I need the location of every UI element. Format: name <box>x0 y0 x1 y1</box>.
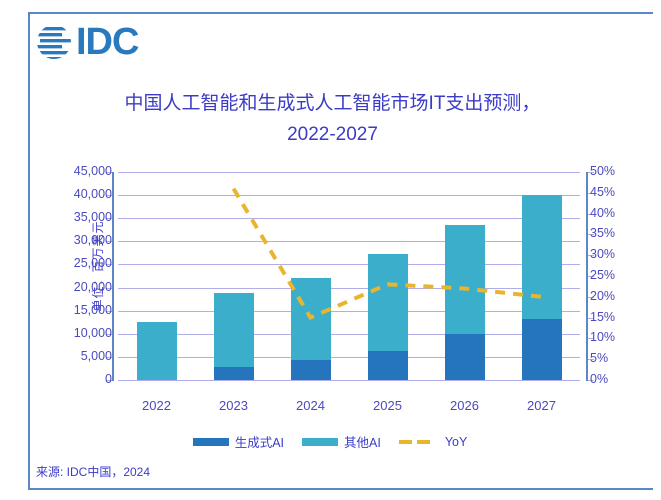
gridline <box>118 241 580 243</box>
bar-segment-generative-ai[interactable] <box>444 334 485 380</box>
y-tick-label-left: 10,000 <box>73 325 112 340</box>
y-tick-label-right: 5% <box>590 351 609 366</box>
y-tick-mark-right <box>588 317 594 319</box>
bar-2026[interactable] <box>444 225 485 380</box>
gridline <box>118 356 580 358</box>
legend-label: 其他AI <box>344 436 381 450</box>
x-tick-label-2027: 2027 <box>527 398 556 413</box>
y-tick-label-right: 15% <box>590 309 616 324</box>
y-tick-mark-left <box>106 195 112 197</box>
source-note: 来源: IDC中国，2024 <box>36 465 151 479</box>
bar-2024[interactable] <box>290 278 331 380</box>
bar-segment-other-ai[interactable] <box>521 195 562 319</box>
bar-2022[interactable] <box>136 322 177 380</box>
legend-item-3[interactable]: YoY <box>398 434 468 449</box>
gridline <box>118 264 580 266</box>
y-tick-mark-right <box>588 255 594 257</box>
y-tick-mark-right <box>588 172 594 173</box>
y-tick-mark-left <box>106 333 112 335</box>
y-tick-label-right: 30% <box>590 247 616 262</box>
yoy-line <box>231 187 542 321</box>
idc-globe-icon <box>34 22 74 62</box>
y-tick-mark-left <box>106 241 112 243</box>
x-tick-label-2024: 2024 <box>296 398 325 413</box>
y-tick-mark-right <box>588 276 594 277</box>
bar-segment-generative-ai[interactable] <box>367 350 408 380</box>
y-tick-label-left: 30,000 <box>73 233 112 248</box>
legend-item-1[interactable]: 生成式AI <box>192 432 284 451</box>
y-tick-label-left: 20,000 <box>73 279 112 294</box>
bar-segment-generative-ai[interactable] <box>290 359 331 380</box>
y-tick-label-left: 45,000 <box>73 164 112 178</box>
chart-legend: 生成式AI 其他AI YoY <box>30 432 630 451</box>
legend-item-2[interactable]: 其他AI <box>302 432 381 451</box>
bar-segment-other-ai[interactable] <box>367 253 408 351</box>
y-tick-label-right: 45% <box>590 184 616 199</box>
legend-label: 生成式AI <box>234 436 284 450</box>
chart-title-line1: 中国人工智能和生成式人工智能市场IT支出预测， <box>124 93 541 114</box>
gridline <box>118 195 580 197</box>
y-tick-mark-right <box>588 380 594 381</box>
y-tick-mark-right <box>588 192 594 194</box>
chart-title: 中国人工智能和生成式人工智能市场IT支出预测， 2022-2027 <box>60 88 605 150</box>
idc-logo: IDC <box>34 21 139 63</box>
y-tick-mark-right <box>588 338 594 340</box>
y-tick-mark-right <box>588 359 594 361</box>
idc-wordmark: IDC <box>76 21 139 63</box>
y-tick-label-right: 10% <box>590 330 616 345</box>
gridline <box>118 310 580 312</box>
y-tick-label-right: 40% <box>590 205 616 220</box>
y-tick-mark-left <box>106 264 112 266</box>
bar-segment-other-ai[interactable] <box>444 225 485 335</box>
y-tick-label-left: 25,000 <box>73 256 112 271</box>
y-tick-mark-left <box>106 287 112 289</box>
y-tick-label-left: 5,000 <box>80 348 112 363</box>
gridline <box>118 287 580 289</box>
gridline <box>118 218 580 220</box>
bar-2025[interactable] <box>367 253 408 380</box>
bar-2027[interactable] <box>521 195 562 380</box>
y-tick-mark-left <box>106 310 112 312</box>
chart-area: 单位：百万美元 45,000 40,000 35,000 30,000 25,000 20… <box>30 160 650 440</box>
slide-border-bottom <box>28 488 653 490</box>
chart-title-line2: 2022-2027 <box>287 124 378 145</box>
x-tick-label-2026: 2026 <box>450 398 479 413</box>
bar-segment-other-ai[interactable] <box>136 322 177 380</box>
y-tick-label-left: 35,000 <box>73 210 112 225</box>
gridline <box>118 333 580 335</box>
y-tick-label-right: 20% <box>590 288 616 303</box>
gridline <box>118 380 580 381</box>
y-tick-mark-right <box>588 296 594 298</box>
bar-2023[interactable] <box>213 293 254 380</box>
y-tick-mark-right <box>588 213 594 215</box>
legend-label: YoY <box>444 434 468 449</box>
y-tick-mark-right <box>588 234 594 236</box>
y-tick-mark-left <box>106 380 112 381</box>
y-tick-label-right: 25% <box>590 268 616 282</box>
y-tick-label-left: 15,000 <box>73 302 112 317</box>
gridline <box>118 172 580 173</box>
y-tick-label-right: 50% <box>590 164 616 178</box>
right-axis-line <box>586 172 588 381</box>
y-tick-label-right: 0% <box>590 372 609 386</box>
plot-area: 45,000 40,000 35,000 30,000 25,000 20,000 15,0… <box>74 164 615 413</box>
bar-segment-other-ai[interactable] <box>213 293 254 367</box>
bar-segment-generative-ai[interactable] <box>521 318 562 380</box>
left-axis-line <box>112 172 114 381</box>
y-tick-mark-left <box>106 356 112 358</box>
x-tick-label-2025: 2025 <box>373 398 402 413</box>
bar-segment-generative-ai[interactable] <box>213 366 254 380</box>
y-tick-mark-left <box>106 172 112 173</box>
x-tick-label-2022: 2022 <box>142 398 171 413</box>
legend-swatch-icon <box>192 437 229 446</box>
legend-swatch-dashed-line-icon <box>398 438 439 446</box>
y-tick-mark-left <box>106 218 112 220</box>
legend-swatch-icon <box>302 437 338 446</box>
bar-segment-other-ai[interactable] <box>290 278 331 360</box>
y-tick-label-left: 40,000 <box>73 187 112 202</box>
x-tick-label-2023: 2023 <box>219 398 248 413</box>
y-tick-label-left: 0 <box>105 372 112 386</box>
y-tick-label-right: 35% <box>590 226 616 241</box>
